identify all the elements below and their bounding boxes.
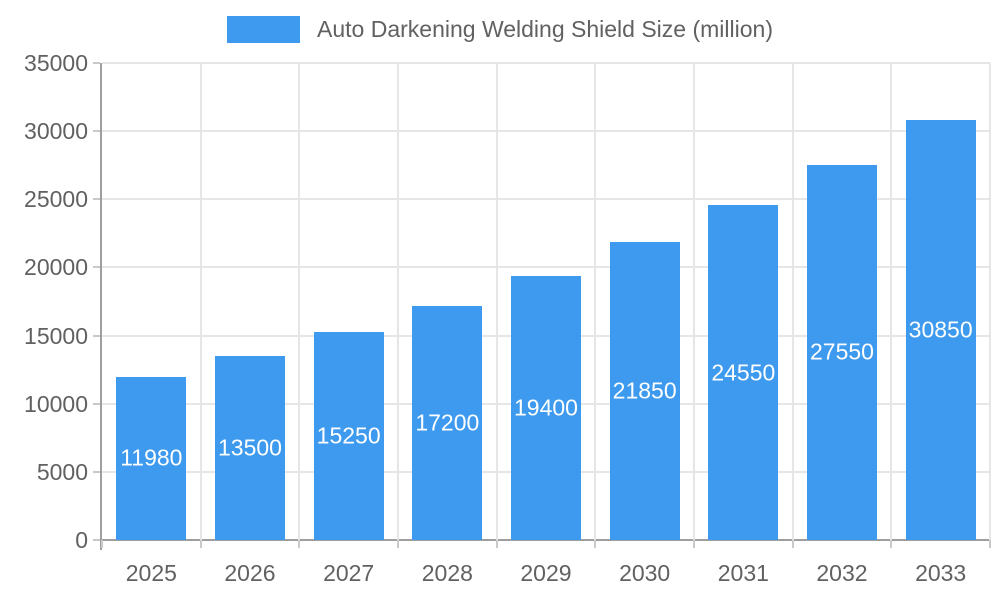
gridline-horizontal — [102, 130, 990, 133]
y-axis-label: 20000 — [24, 254, 88, 281]
gridline-vertical — [890, 63, 893, 540]
x-axis-label: 2027 — [323, 560, 375, 586]
gridline-vertical — [594, 63, 597, 540]
bar-2028: 17200 — [412, 305, 483, 540]
y-axis-tick — [93, 402, 100, 405]
x-axis-label: 2026 — [224, 560, 276, 586]
gridline-vertical — [989, 63, 991, 540]
y-axis-tick — [93, 334, 100, 337]
x-axis-tick — [495, 540, 498, 548]
bar-2031: 24550 — [708, 205, 779, 540]
legend[interactable]: Auto Darkening Welding Shield Size (mill… — [0, 16, 1000, 43]
y-axis-tick — [93, 539, 100, 541]
x-axis-tick — [791, 540, 794, 548]
x-axis-tick — [199, 540, 202, 548]
bar-value-label: 15250 — [316, 422, 381, 449]
bar-value-label: 24550 — [711, 359, 776, 386]
bar-2029: 19400 — [511, 275, 581, 540]
bar-2030: 21850 — [609, 242, 680, 540]
y-axis-label: 25000 — [24, 186, 88, 213]
bar-2033: 30850 — [905, 119, 976, 540]
y-axis-label: 5000 — [36, 458, 88, 485]
gridline-vertical — [199, 63, 202, 540]
legend-label: Auto Darkening Welding Shield Size (mill… — [317, 16, 773, 42]
bar-value-label: 13500 — [218, 434, 282, 461]
x-axis-label: 2033 — [915, 560, 967, 586]
x-axis-tick — [397, 540, 399, 548]
y-axis-label: 15000 — [24, 322, 88, 349]
x-axis-label: 2030 — [619, 560, 671, 586]
y-axis-tick — [93, 62, 100, 64]
x-axis-tick — [298, 540, 301, 548]
bar-2027: 15250 — [313, 332, 384, 540]
gridline-vertical — [298, 63, 301, 540]
y-axis-tick — [93, 266, 100, 269]
bar-value-label: 30850 — [908, 316, 973, 343]
x-axis-tick — [890, 540, 893, 548]
x-axis-label: 2025 — [125, 560, 177, 586]
gridline-vertical — [495, 63, 498, 540]
bar-value-label: 19400 — [514, 394, 578, 421]
x-axis-line — [100, 539, 990, 541]
x-axis-label: 2031 — [717, 560, 769, 586]
y-axis-label: 35000 — [24, 50, 88, 76]
y-axis-tick — [93, 470, 100, 473]
legend-swatch-icon — [227, 16, 301, 43]
x-axis-label: 2032 — [816, 560, 868, 586]
y-axis-label: 0 — [75, 527, 88, 553]
gridline-horizontal — [102, 198, 990, 201]
y-axis-tick — [93, 198, 100, 201]
bar-value-label: 27550 — [810, 338, 874, 365]
x-axis-tick — [101, 540, 103, 548]
y-axis-line — [100, 63, 102, 550]
x-axis-tick — [989, 540, 991, 548]
bar-2026: 13500 — [215, 356, 285, 540]
gridline-vertical — [397, 63, 399, 540]
gridline-horizontal — [102, 62, 990, 64]
x-axis-label: 2029 — [520, 560, 572, 586]
bar-2025: 11980 — [116, 376, 187, 540]
plot-area: 11980 13500 15250 17200 19400 21850 24550 27550… — [93, 62, 991, 550]
x-axis-label: 2028 — [421, 560, 473, 586]
y-axis-tick — [93, 130, 100, 133]
x-axis-tick — [693, 540, 695, 548]
gridline-vertical — [791, 63, 794, 540]
gridline-horizontal — [102, 266, 990, 269]
gridline-vertical — [693, 63, 695, 540]
y-axis-label: 30000 — [24, 118, 88, 145]
y-axis-label: 10000 — [24, 390, 88, 417]
bar-value-label: 11980 — [120, 444, 183, 471]
bar-value-label: 21850 — [612, 377, 677, 404]
x-axis-tick — [594, 540, 597, 548]
bar-2032: 27550 — [807, 164, 877, 540]
bar-value-label: 17200 — [415, 409, 480, 436]
